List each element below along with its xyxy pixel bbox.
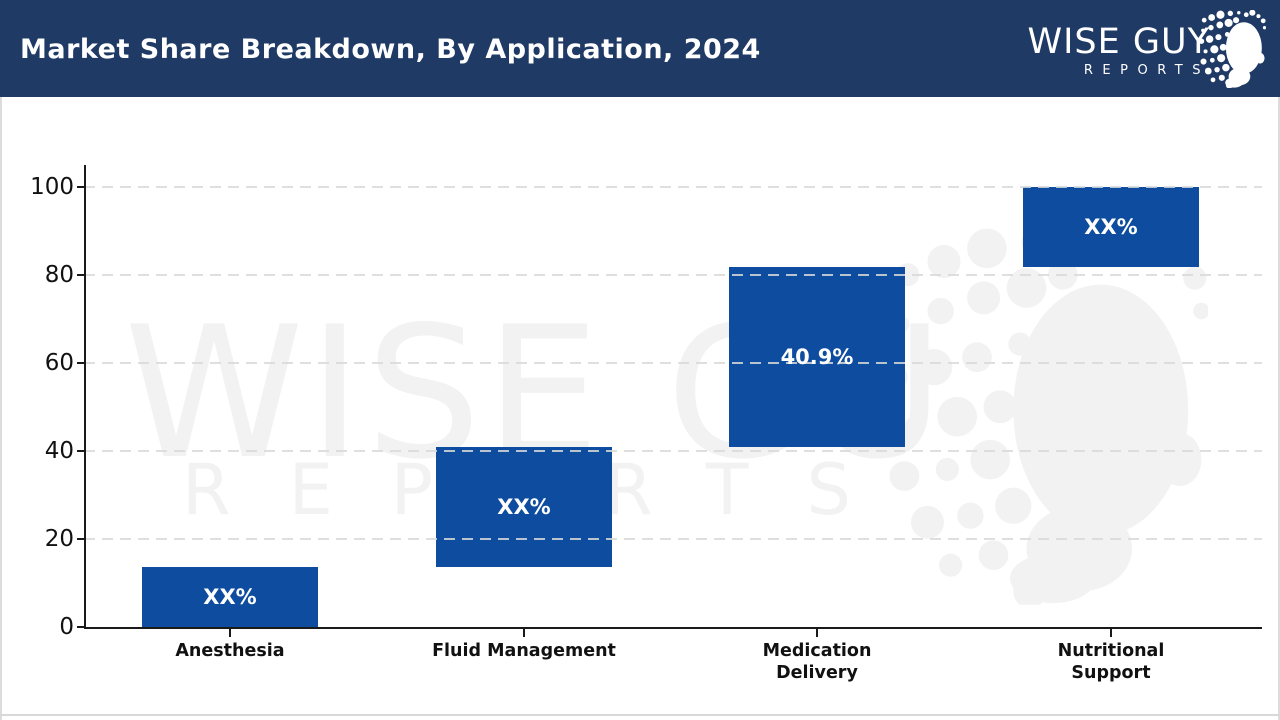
x-category-label: Medication Delivery — [762, 641, 872, 683]
y-tick-mark — [77, 186, 85, 188]
header-banner: Market Share Breakdown, By Application, … — [0, 0, 1280, 97]
bar-value-label: XX% — [203, 585, 257, 610]
bar-anesthesia — [142, 567, 318, 627]
y-tick-label: 100 — [30, 174, 74, 200]
x-tick-mark — [229, 629, 231, 637]
bar-value-label: XX% — [497, 495, 551, 520]
x-tick-mark — [1110, 629, 1112, 637]
x-category-label: Fluid Management — [432, 641, 616, 661]
bar-fluid-management — [436, 447, 612, 568]
brand-text: WISE GUY REPORTS — [1027, 24, 1210, 78]
bar-medication-delivery — [729, 267, 905, 448]
brand-logo: WISE GUY REPORTS — [1006, 8, 1262, 92]
y-tick-label: 0 — [59, 614, 74, 640]
y-tick-mark — [77, 626, 85, 628]
y-tick-label: 20 — [44, 526, 74, 552]
y-axis-line — [84, 165, 86, 629]
x-category-label: Anesthesia — [175, 641, 285, 661]
page-title: Market Share Breakdown, By Application, … — [20, 34, 761, 65]
left-border — [0, 97, 2, 720]
gridline-y20 — [84, 538, 1262, 540]
watermark-head-icon — [878, 225, 1208, 605]
brand-subtitle: REPORTS — [1083, 63, 1210, 78]
y-tick-mark — [77, 362, 85, 364]
x-axis-line — [84, 627, 1262, 629]
gridline-y60 — [84, 362, 1262, 364]
y-tick-mark — [77, 274, 85, 276]
bar-nutritional-support — [1023, 187, 1199, 268]
gridline-y80 — [84, 274, 1262, 276]
bar-value-label: 40.9% — [780, 345, 854, 370]
y-tick-label: 40 — [44, 438, 74, 464]
y-tick-mark — [77, 450, 85, 452]
bottom-border — [0, 714, 1280, 716]
y-tick-mark — [77, 538, 85, 540]
x-tick-mark — [523, 629, 525, 637]
bar-value-label: XX% — [1084, 215, 1138, 240]
gridline-y100 — [84, 186, 1262, 188]
brand-name: WISE GUY — [1027, 22, 1210, 62]
chart-area: WISE GU REPORTS 020406080100XX%Anesthesi… — [0, 97, 1280, 720]
y-tick-label: 80 — [44, 262, 74, 288]
x-category-label: Nutritional Support — [1057, 641, 1165, 683]
x-tick-mark — [816, 629, 818, 637]
gridline-y40 — [84, 450, 1262, 452]
y-tick-label: 60 — [44, 350, 74, 376]
wiseguy-head-icon — [1198, 10, 1266, 88]
right-border — [1278, 97, 1280, 720]
